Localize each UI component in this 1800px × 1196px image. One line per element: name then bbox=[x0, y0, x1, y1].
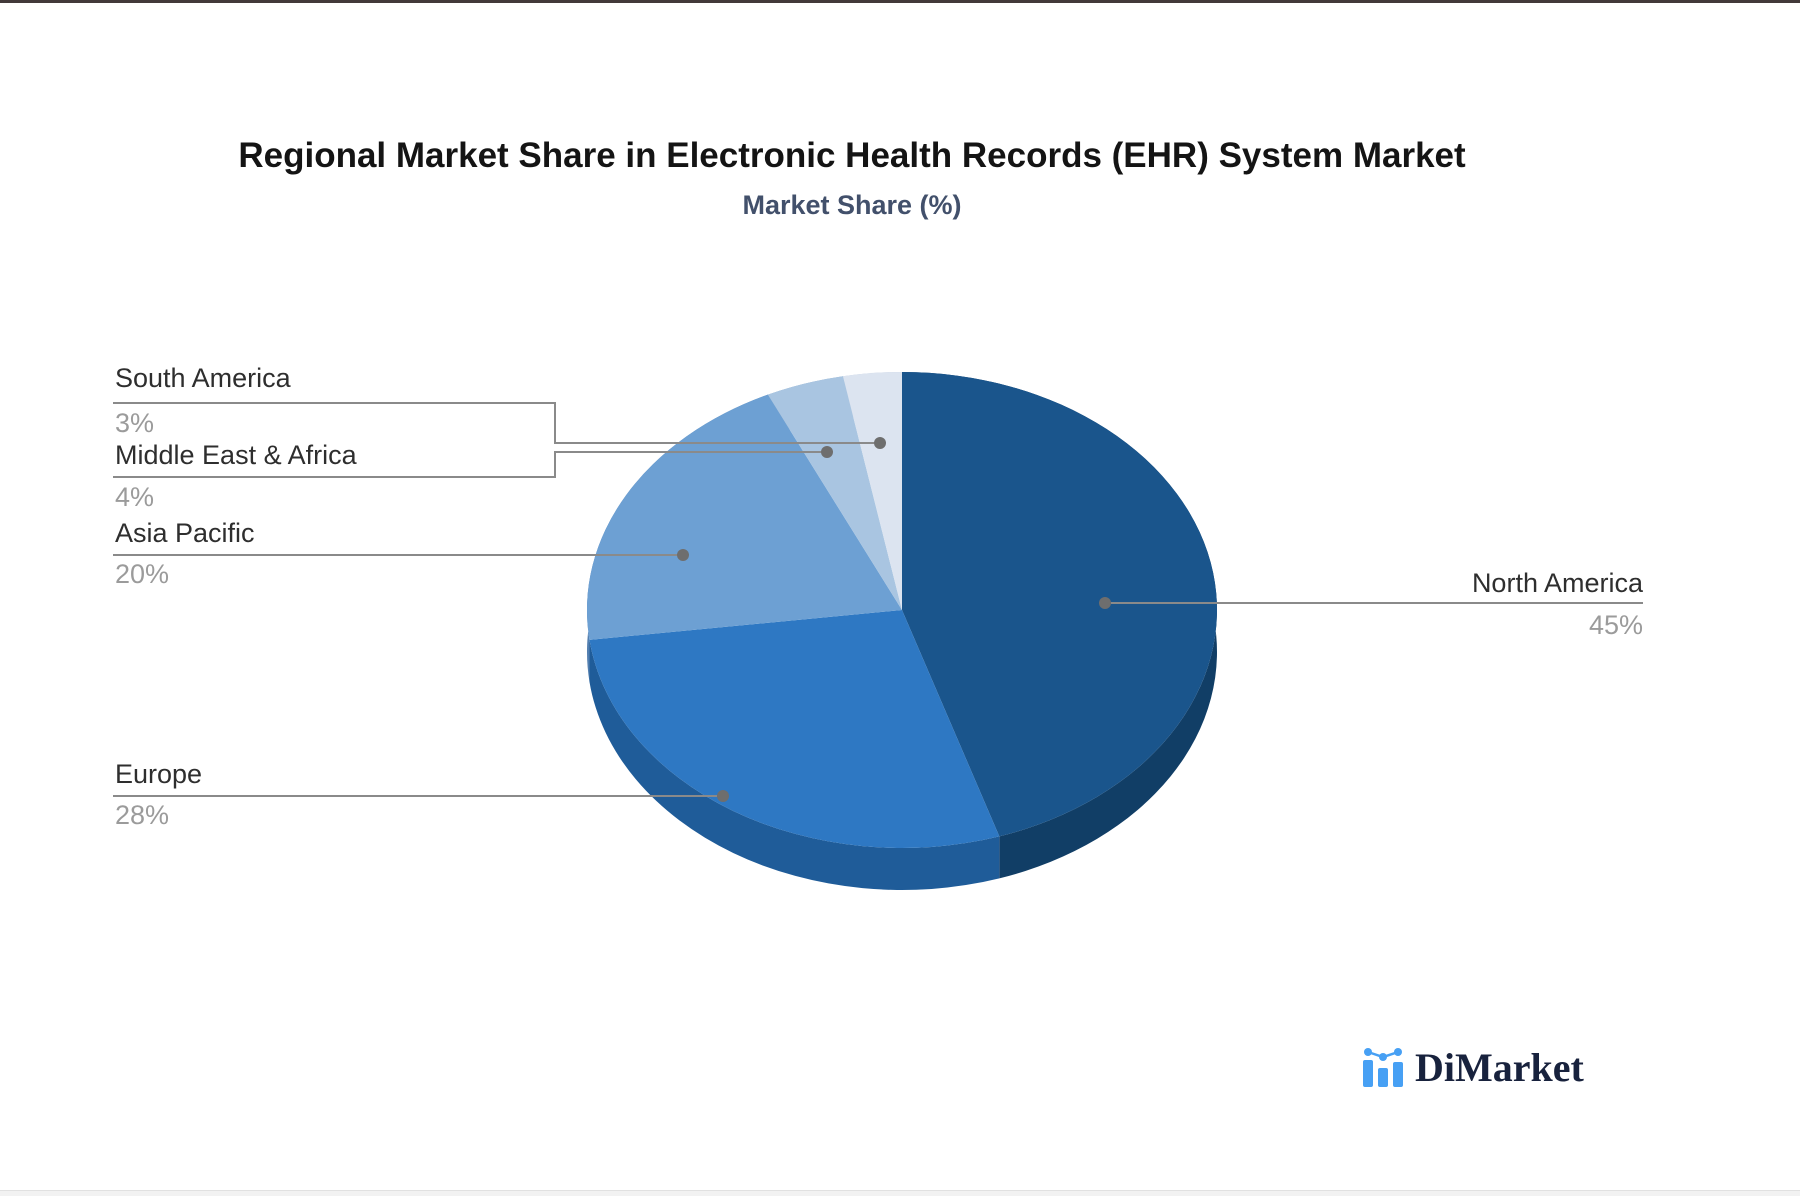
value-middle-east-africa: 4% bbox=[115, 482, 155, 512]
top-border-bar bbox=[0, 0, 1800, 3]
label-south-america: South America bbox=[115, 363, 291, 393]
pie-slice-asia-pacific[interactable] bbox=[586, 394, 902, 640]
bar-line-chart-icon bbox=[1363, 1048, 1403, 1087]
pie-slice-middle-east-africa[interactable] bbox=[767, 376, 902, 610]
pie-slice-europe[interactable] bbox=[589, 610, 1000, 848]
dimarket-logo: DiMarket bbox=[1363, 1046, 1584, 1090]
label-middle-east-africa: Middle East & Africa bbox=[115, 440, 357, 470]
pie-slice-south-america[interactable] bbox=[842, 372, 902, 610]
pie-slice-north-america[interactable] bbox=[902, 372, 1217, 837]
leader-line-south-america bbox=[113, 402, 874, 444]
pie-slice-side-europe bbox=[589, 639, 1000, 890]
leader-dot-asia-pacific bbox=[677, 549, 689, 561]
value-north-america: 45% bbox=[1588, 610, 1643, 640]
chart-subtitle: Market Share (%) bbox=[742, 190, 962, 220]
chart-title: Regional Market Share in Electronic Heal… bbox=[238, 136, 1466, 175]
label-north-america: North America bbox=[1471, 568, 1643, 598]
value-asia-pacific: 20% bbox=[115, 559, 170, 589]
bottom-border-bar bbox=[0, 1190, 1800, 1196]
value-europe: 28% bbox=[115, 800, 170, 830]
value-south-america: 3% bbox=[115, 408, 155, 438]
logo-text: DiMarket bbox=[1415, 1045, 1584, 1090]
leader-dot-middle-east-africa bbox=[821, 446, 833, 458]
label-europe: Europe bbox=[115, 759, 203, 789]
leader-dot-north-america bbox=[1099, 597, 1111, 609]
leader-line-middle-east-africa bbox=[113, 451, 821, 478]
leader-dot-europe bbox=[717, 790, 729, 802]
label-asia-pacific: Asia Pacific bbox=[115, 518, 255, 548]
leader-dot-south-america bbox=[874, 437, 886, 449]
